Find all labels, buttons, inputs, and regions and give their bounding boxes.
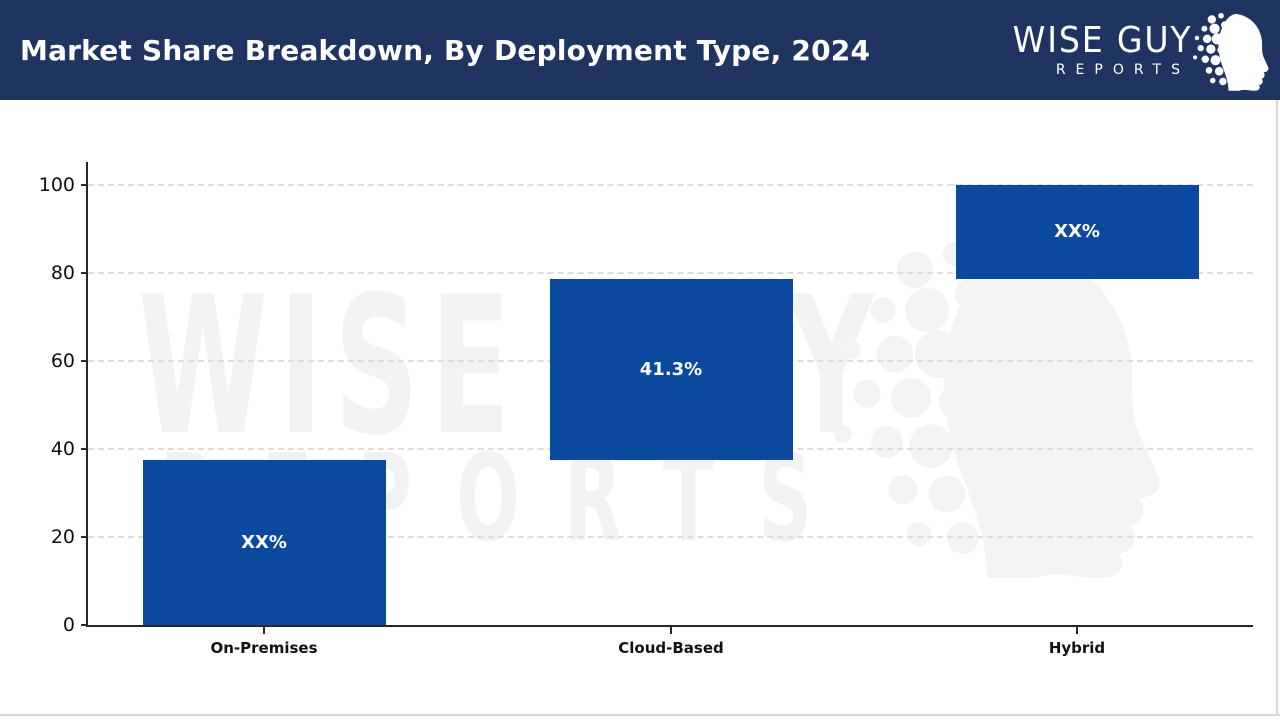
x-tick-mark <box>670 627 672 634</box>
y-tick-label: 100 <box>38 174 75 196</box>
x-tick-label-on-premises: On-Premises <box>210 639 318 657</box>
brand-logo-wiseguy-text: WISE GUY <box>1012 19 1192 61</box>
brand-logo-reports-text: REPORTS <box>1055 61 1190 78</box>
y-tick-mark <box>81 360 88 362</box>
x-tick-mark <box>263 627 265 634</box>
x-tick-mark <box>1076 627 1078 634</box>
wiseguy-face-icon <box>1193 12 1269 91</box>
page-right-border <box>1276 100 1278 716</box>
y-tick-label: 80 <box>50 262 75 284</box>
y-tick-mark <box>81 624 88 626</box>
y-tick-mark <box>81 536 88 538</box>
bar-cloud-based: 41.3% <box>549 278 793 461</box>
gridline-80 <box>88 272 1253 274</box>
y-tick-label: 60 <box>50 350 75 372</box>
y-tick-label: 20 <box>50 526 75 548</box>
y-tick-label: 40 <box>50 438 75 460</box>
watermark-face-icon <box>834 242 1160 578</box>
header-bar: Market Share Breakdown, By Deployment Ty… <box>0 0 1280 100</box>
chart-title: Market Share Breakdown, By Deployment Ty… <box>20 33 871 67</box>
gridline-100 <box>88 184 1253 186</box>
bar-hybrid: XX% <box>955 185 1199 279</box>
bar-value-label: XX% <box>1054 221 1100 243</box>
y-tick-mark <box>81 184 88 186</box>
gridline-20 <box>88 536 1253 538</box>
bar-on-premises: XX% <box>142 460 386 625</box>
x-tick-label-cloud-based: Cloud-Based <box>618 639 724 657</box>
y-tick-mark <box>81 448 88 450</box>
x-axis-line <box>86 625 1253 627</box>
bar-value-label: XX% <box>241 532 287 554</box>
y-axis-line <box>86 162 88 627</box>
y-tick-label: 0 <box>62 614 75 636</box>
brand-logo: WISE GUY REPORTS <box>997 0 1193 100</box>
bar-value-label: 41.3% <box>639 359 703 381</box>
x-tick-label-hybrid: Hybrid <box>1048 639 1106 657</box>
y-tick-mark <box>81 272 88 274</box>
page-bottom-border <box>0 714 1280 716</box>
